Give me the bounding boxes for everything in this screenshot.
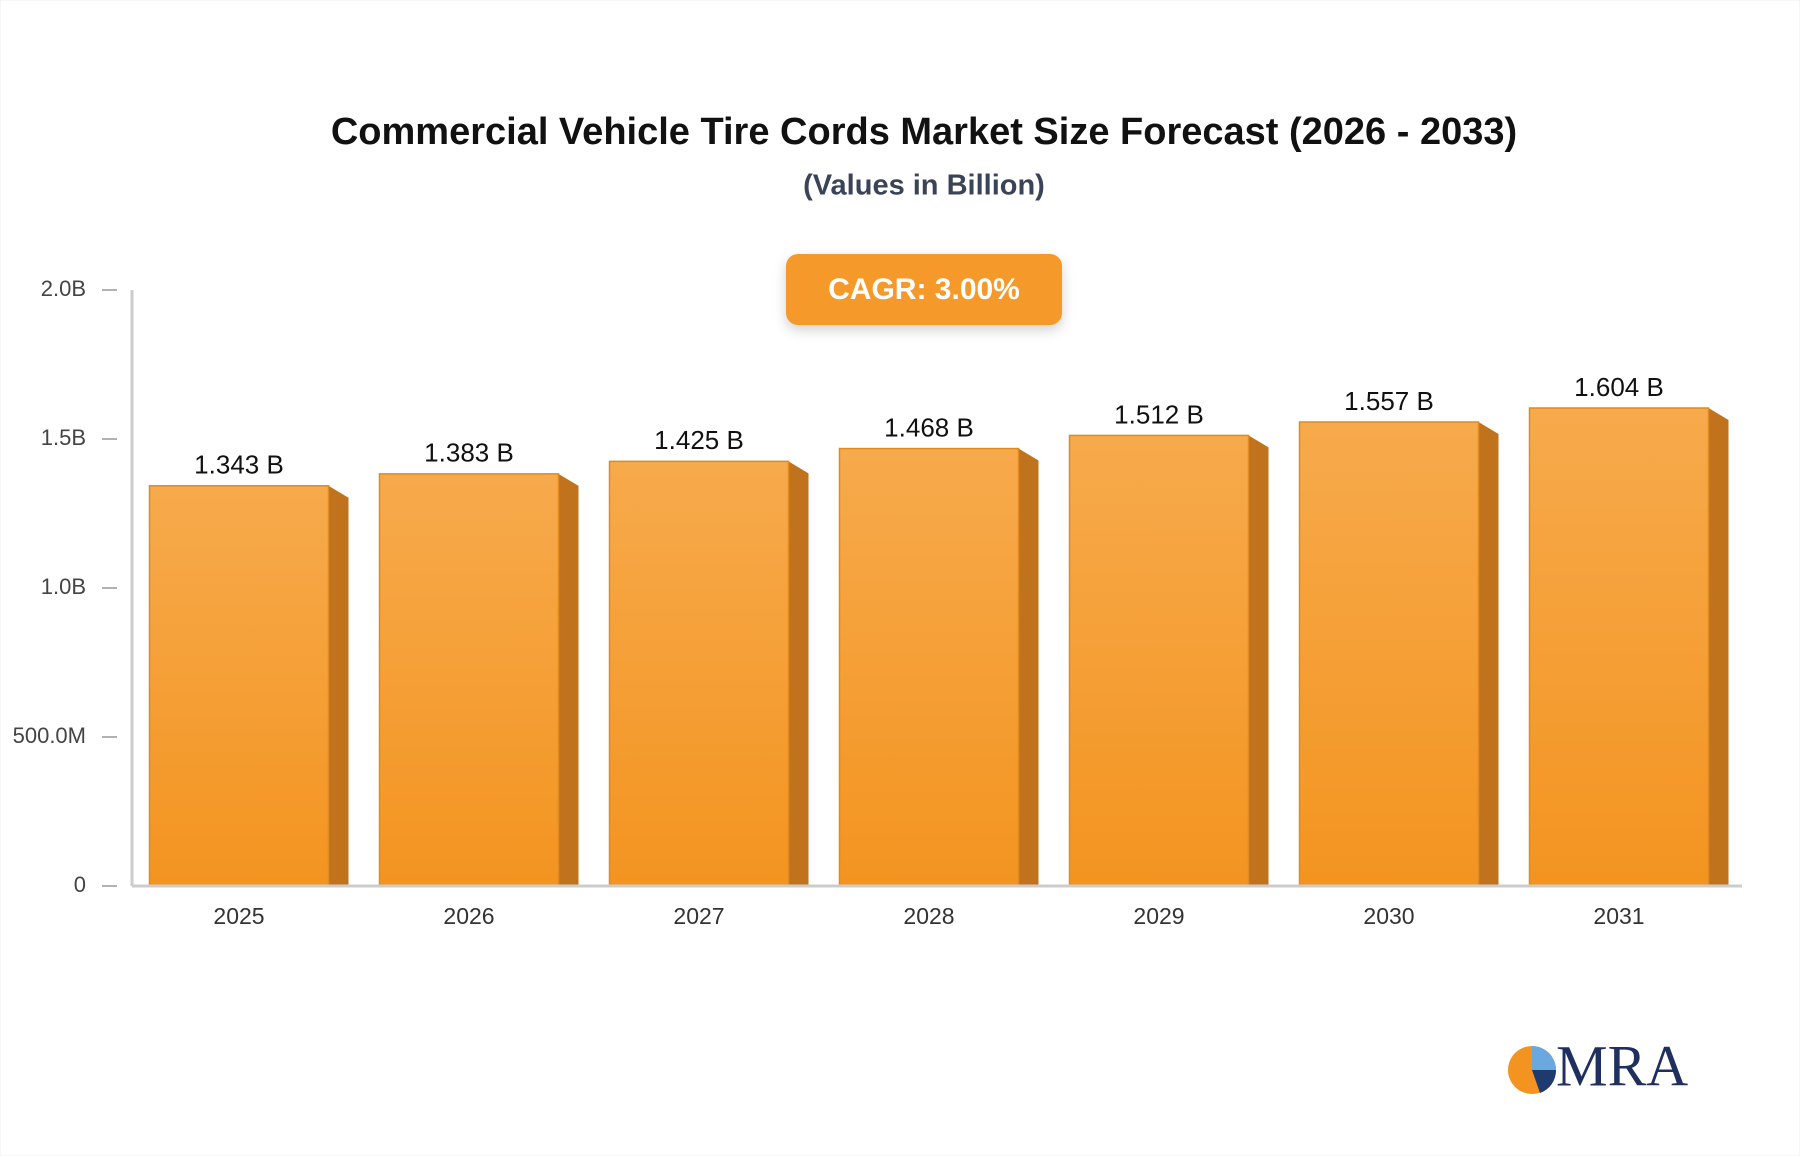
bar (608, 460, 790, 887)
y-tick-label: 1.0B (41, 574, 86, 599)
x-tick-label: 2031 (1593, 903, 1644, 929)
bar-side (1708, 408, 1729, 886)
logo: MRA (1508, 1033, 1688, 1098)
bar (1298, 421, 1480, 887)
bar-side (1478, 422, 1499, 886)
bar (148, 485, 330, 887)
y-tick-label: 0 (74, 872, 86, 897)
logo-icon-slice (1532, 1070, 1557, 1093)
bar-side (788, 461, 809, 886)
value-label: 1.512 B (1114, 399, 1204, 429)
x-tick-label: 2028 (903, 903, 954, 929)
bar (1528, 407, 1710, 887)
bar-side (1248, 435, 1269, 886)
cagr-badge (786, 254, 1062, 325)
value-label: 1.383 B (424, 438, 514, 468)
chart-title: Commercial Vehicle Tire Cords Market Siz… (331, 111, 1517, 153)
bar (378, 473, 560, 887)
x-tick-label: 2027 (673, 903, 724, 929)
value-label: 1.468 B (884, 412, 974, 442)
bar-side (328, 485, 349, 886)
cagr-text: CAGR: 3.00% (828, 273, 1020, 306)
bar (1068, 434, 1250, 887)
bar-side (1018, 448, 1039, 886)
x-tick-label: 2030 (1363, 903, 1414, 929)
y-tick-label: 1.5B (41, 425, 86, 450)
bar (838, 447, 1020, 887)
y-tick-label: 2.0B (41, 276, 86, 301)
x-tick-label: 2025 (213, 903, 264, 929)
bar-side (558, 473, 579, 886)
logo-icon-slice (1532, 1046, 1556, 1070)
value-label: 1.557 B (1344, 386, 1434, 416)
logo-text: MRA (1556, 1033, 1688, 1098)
x-tick-label: 2029 (1133, 903, 1184, 929)
chart-subtitle: (Values in Billion) (803, 170, 1045, 202)
value-label: 1.343 B (194, 450, 284, 480)
value-label: 1.604 B (1574, 372, 1664, 402)
x-tick-label: 2026 (443, 903, 494, 929)
y-tick-label: 500.0M (13, 723, 86, 748)
value-label: 1.425 B (654, 425, 744, 455)
